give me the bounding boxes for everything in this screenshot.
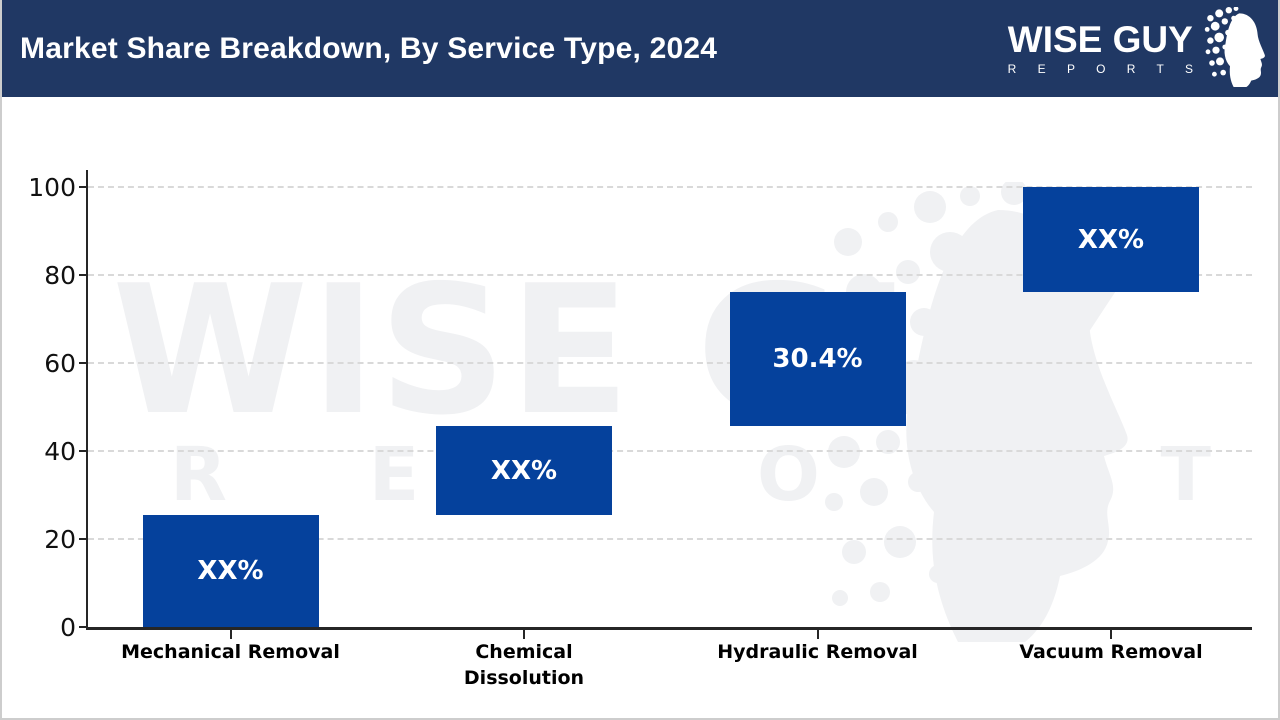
bar-value-label: 30.4%	[772, 344, 863, 375]
x-axis-category-label: Hydraulic Removal	[717, 641, 918, 663]
bar-4: XX%	[1023, 187, 1199, 293]
x-axis-tick	[816, 630, 819, 639]
page-title: Market Share Breakdown, By Service Type,…	[20, 31, 718, 65]
bar-3: 30.4%	[729, 292, 906, 426]
brand-logo-text: WISE GUY R E P O R T S	[999, 21, 1202, 76]
y-gridline	[88, 362, 1252, 364]
x-axis-tick	[229, 630, 232, 639]
y-axis-tick	[79, 450, 88, 452]
dotted-face-profile-watermark	[816, 179, 1168, 646]
dotted-face-profile-icon	[1204, 5, 1268, 91]
x-axis-tick	[1110, 630, 1112, 639]
y-axis-tick-label: 100	[28, 173, 76, 202]
y-axis-tick-label: 0	[60, 613, 76, 642]
y-gridline	[88, 186, 1252, 188]
y-axis-tick	[79, 626, 88, 628]
x-axis-category-label: Chemical Dissolution	[463, 641, 585, 689]
x-axis-line	[86, 627, 1252, 630]
bar-value-label: XX%	[1077, 224, 1145, 255]
header-bar: Market Share Breakdown, By Service Type,…	[0, 0, 1280, 97]
brand-name: WISE GUY	[1007, 19, 1193, 60]
bar-value-label: XX%	[490, 455, 558, 486]
bar-2: XX%	[436, 425, 612, 516]
brand-subname: R E P O R T S	[1007, 62, 1202, 76]
y-gridline	[88, 450, 1252, 452]
bar-value-label: XX%	[197, 556, 264, 587]
y-gridline	[88, 274, 1252, 276]
y-axis-tick-label: 80	[44, 261, 76, 290]
brand-logo: WISE GUY R E P O R T S	[999, 5, 1268, 91]
y-axis-tick	[79, 186, 88, 188]
x-axis-tick	[523, 630, 525, 639]
y-gridline	[88, 538, 1252, 540]
bar-1: XX%	[142, 515, 319, 627]
y-axis-tick-label: 20	[44, 525, 76, 554]
x-axis-category-label: Mechanical Removal	[121, 641, 340, 663]
x-axis-category-label: Vacuum Removal	[1019, 641, 1203, 663]
y-axis-tick	[79, 274, 88, 276]
y-axis-tick-label: 40	[44, 437, 76, 466]
y-axis-line	[86, 170, 88, 630]
y-axis-tick	[79, 362, 88, 364]
y-axis-tick-label: 60	[44, 349, 76, 378]
y-axis-tick	[79, 538, 88, 540]
